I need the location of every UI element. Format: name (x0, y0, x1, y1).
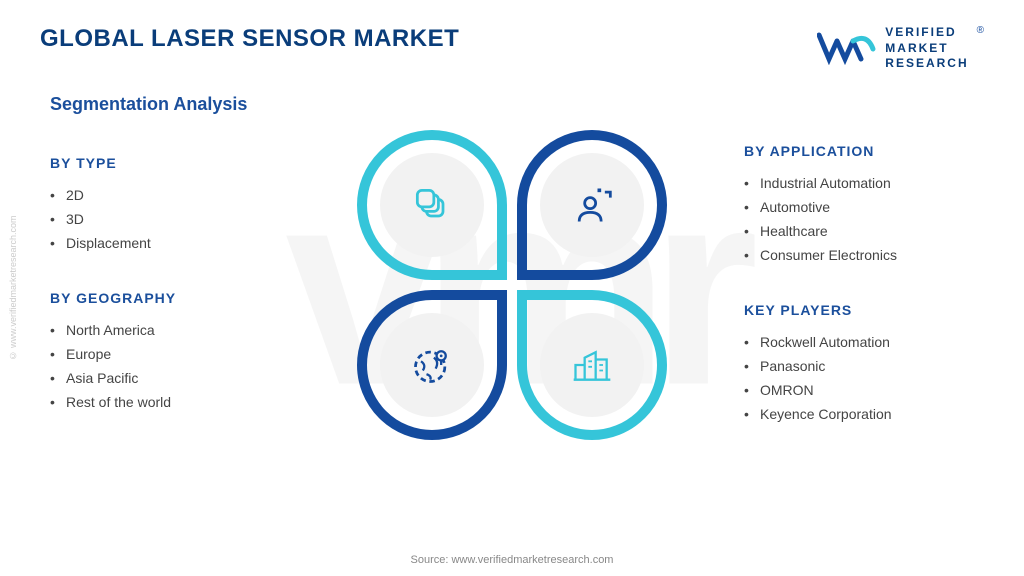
list-item: 3D (50, 207, 280, 231)
main-layout: BY TYPE 2D 3D Displacement BY GEOGRAPHY … (40, 125, 984, 445)
list-item: Automotive (744, 195, 974, 219)
segment-title-geography: BY GEOGRAPHY (50, 290, 280, 306)
petal-players (517, 290, 667, 440)
segment-type: BY TYPE 2D 3D Displacement (50, 155, 280, 255)
list-item: Keyence Corporation (744, 402, 974, 426)
header: GLOBAL LASER SENSOR MARKET VERIFIED MARK… (40, 25, 984, 72)
logo: VERIFIED MARKET RESEARCH ® (817, 25, 984, 72)
segment-title-application: BY APPLICATION (744, 143, 974, 159)
segment-title-type: BY TYPE (50, 155, 280, 171)
building-icon (570, 343, 614, 387)
right-column: BY APPLICATION Industrial Automation Aut… (744, 143, 974, 426)
list-item: Europe (50, 342, 280, 366)
subtitle: Segmentation Analysis (50, 94, 984, 115)
list-item: Displacement (50, 231, 280, 255)
list-item: Industrial Automation (744, 171, 974, 195)
layers-icon (410, 183, 454, 227)
logo-line2: MARKET (885, 41, 968, 57)
list-item: Asia Pacific (50, 366, 280, 390)
list-type: 2D 3D Displacement (50, 183, 280, 255)
registered-mark: ® (977, 25, 984, 36)
list-item: Panasonic (744, 354, 974, 378)
list-item: Consumer Electronics (744, 243, 974, 267)
page-title: GLOBAL LASER SENSOR MARKET (40, 25, 459, 53)
person-icon (570, 183, 614, 227)
list-geography: North America Europe Asia Pacific Rest o… (50, 318, 280, 414)
list-application: Industrial Automation Automotive Healthc… (744, 171, 974, 267)
list-item: Rest of the world (50, 390, 280, 414)
list-players: Rockwell Automation Panasonic OMRON Keye… (744, 330, 974, 426)
segment-application: BY APPLICATION Industrial Automation Aut… (744, 143, 974, 267)
list-item: 2D (50, 183, 280, 207)
source-text: Source: www.verifiedmarketresearch.com (411, 554, 614, 566)
logo-line3: RESEARCH (885, 56, 968, 72)
segment-geography: BY GEOGRAPHY North America Europe Asia P… (50, 290, 280, 414)
left-column: BY TYPE 2D 3D Displacement BY GEOGRAPHY … (50, 155, 280, 414)
segment-title-players: KEY PLAYERS (744, 302, 974, 318)
list-item: Healthcare (744, 219, 974, 243)
container: GLOBAL LASER SENSOR MARKET VERIFIED MARK… (0, 0, 1024, 576)
petal-geography (357, 290, 507, 440)
segment-players: KEY PLAYERS Rockwell Automation Panasoni… (744, 302, 974, 426)
list-item: Rockwell Automation (744, 330, 974, 354)
list-item: North America (50, 318, 280, 342)
logo-mark-icon (817, 31, 877, 65)
logo-line1: VERIFIED (885, 25, 968, 41)
petal-type (357, 130, 507, 280)
logo-text: VERIFIED MARKET RESEARCH (885, 25, 968, 72)
list-item: OMRON (744, 378, 974, 402)
petal-application (517, 130, 667, 280)
globe-icon (410, 343, 454, 387)
center-diagram (352, 125, 672, 445)
